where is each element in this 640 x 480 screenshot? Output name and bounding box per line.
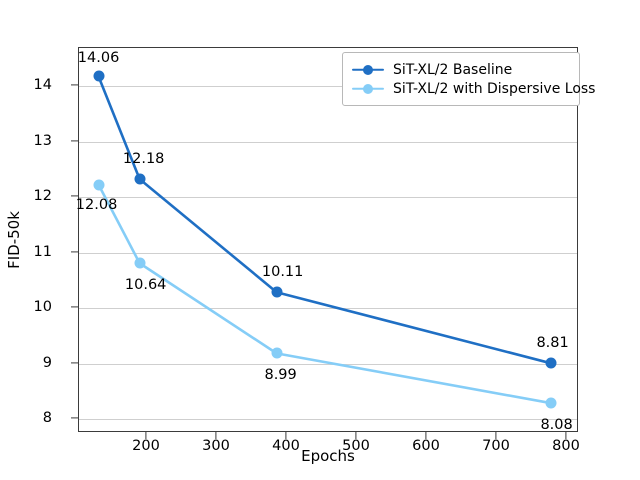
ytick-label-9: 9 xyxy=(42,354,52,371)
legend-item-dispersive[interactable]: SiT-XL/2 with Dispersive Loss xyxy=(352,79,595,98)
gridline-10 xyxy=(79,308,577,309)
data-point-baseline-140 xyxy=(93,70,105,82)
ytick-label-13: 13 xyxy=(33,132,52,149)
data-label-baseline-400: 10.11 xyxy=(261,264,304,281)
data-label-dispersive-140: 12.08 xyxy=(75,196,118,213)
ytick-label-10: 10 xyxy=(33,299,52,315)
xtickmark-700 xyxy=(495,432,497,439)
ytickmark-13 xyxy=(71,139,78,142)
xtick-label-400: 400 xyxy=(272,438,300,454)
data-label-dispersive-400: 8.99 xyxy=(264,367,297,384)
ytickmark-14 xyxy=(71,84,78,86)
xtick-label-800: 800 xyxy=(552,438,580,454)
legend-swatch-dispersive xyxy=(352,83,384,94)
xtickmark-800 xyxy=(565,432,567,439)
ytickmark-10 xyxy=(71,306,78,308)
gridline-9 xyxy=(79,363,577,365)
xtickmark-300 xyxy=(215,432,217,439)
data-point-dispersive-400 xyxy=(271,347,283,359)
legend-label-baseline: SiT-XL/2 Baseline xyxy=(393,61,513,78)
legend-label-dispersive: SiT-XL/2 with Dispersive Loss xyxy=(393,80,596,97)
data-label-baseline-140: 14.06 xyxy=(77,50,120,67)
data-point-baseline-200 xyxy=(134,173,146,185)
gridline-12 xyxy=(79,197,577,198)
xtickmark-400 xyxy=(285,432,287,439)
data-label-dispersive-800: 8.08 xyxy=(540,417,573,434)
ytick-label-8: 8 xyxy=(42,410,52,426)
xtickmark-600 xyxy=(425,432,427,439)
gridline-8 xyxy=(79,419,577,420)
data-label-dispersive-200: 10.64 xyxy=(124,277,167,294)
data-label-baseline-800: 8.81 xyxy=(536,335,569,352)
data-point-dispersive-200 xyxy=(134,257,146,269)
xtick-label-200: 200 xyxy=(132,438,160,454)
y-axis-label: FID-50k xyxy=(5,211,23,269)
gridline-13 xyxy=(79,141,577,143)
ytickmark-12 xyxy=(71,195,78,197)
data-point-dispersive-800 xyxy=(545,397,557,409)
ytick-label-12: 12 xyxy=(33,188,52,204)
ytickmark-9 xyxy=(71,361,78,364)
xtick-label-500: 500 xyxy=(342,438,370,454)
legend: SiT-XL/2 Baseline SiT-XL/2 with Dispersi… xyxy=(342,52,595,106)
legend-item-baseline[interactable]: SiT-XL/2 Baseline xyxy=(352,60,570,79)
xtickmark-500 xyxy=(355,432,357,439)
legend-swatch-baseline xyxy=(352,64,384,75)
gridline-11 xyxy=(79,252,577,254)
data-label-baseline-200: 12.18 xyxy=(122,151,165,168)
data-point-baseline-800 xyxy=(545,357,557,369)
xtick-label-700: 700 xyxy=(482,438,510,454)
x-axis-label: Epochs xyxy=(301,447,355,465)
data-point-baseline-400 xyxy=(271,286,283,298)
xtick-label-600: 600 xyxy=(412,438,440,454)
xtick-label-300: 300 xyxy=(202,438,230,454)
ytick-label-11: 11 xyxy=(33,243,52,260)
data-point-dispersive-140 xyxy=(93,179,105,191)
ytick-label-14: 14 xyxy=(33,77,52,93)
ytickmark-8 xyxy=(71,417,78,419)
ytickmark-11 xyxy=(71,250,78,253)
xtickmark-200 xyxy=(145,432,147,439)
